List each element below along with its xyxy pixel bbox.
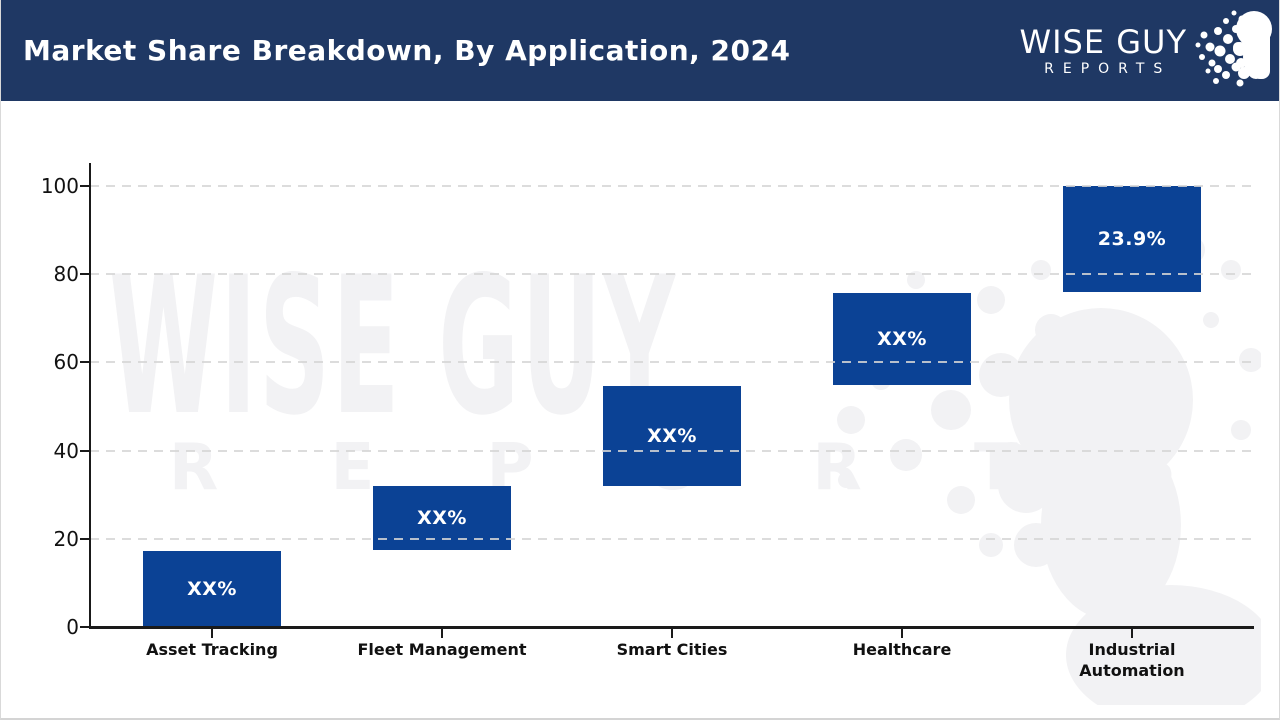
y-tick-mark-60 [80,361,89,364]
y-axis-line [89,163,91,628]
bar-segment: XX% [833,292,971,385]
bar-value-label: XX% [187,578,237,601]
y-tick-label-40: 40 [53,438,79,463]
bar-segment: XX% [143,551,281,627]
bar-segment: 23.9% [1063,186,1201,292]
wise-guy-reports-logo: WISE GUY REPORTS [1019,0,1273,101]
gridline-20 [90,537,1254,540]
y-tick-label-0: 0 [66,615,79,639]
page-title: Market Share Breakdown, By Application, … [23,34,791,67]
gridline-40 [90,449,1254,452]
y-tick-mark-40 [80,449,89,452]
y-tick-mark-100 [80,185,89,187]
header-bar: Market Share Breakdown, By Application, … [1,0,1279,101]
bar-value-label: XX% [647,425,697,448]
bar-value-label: 23.9% [1097,228,1167,251]
gridline-80 [90,273,1254,276]
bar-segment: XX% [373,485,511,551]
y-tick-mark-80 [80,273,89,276]
x-tick-mark-3 [901,629,903,638]
logo-wordmark-line1: WISE GUY [1019,22,1187,61]
x-category-label: Smart Cities [616,640,728,659]
logo-wordmark: WISE GUY REPORTS [1019,26,1187,76]
gridline-100 [90,185,1254,187]
y-tick-mark-20 [80,537,89,540]
bar-segment: XX% [603,386,741,486]
x-tick-mark-0 [211,629,213,638]
bar-value-label: XX% [417,507,467,530]
x-tick-mark-2 [671,629,673,638]
x-axis-line [89,626,1254,629]
x-category-label: Industrial Automation [1079,640,1185,680]
y-tick-label-20: 20 [53,526,79,551]
x-category-label: Asset Tracking [146,640,278,659]
y-tick-label-80: 80 [53,262,79,287]
watermark-wordmark: WISE GUY [109,236,678,457]
logo-wordmark-line2: REPORTS [1044,60,1172,77]
x-category-label: Fleet Management [357,640,527,659]
y-tick-label-60: 60 [53,350,79,375]
bar-value-label: XX% [877,327,927,350]
watermark-head-dots-icon [837,236,1261,705]
gridline-60 [90,361,1254,364]
y-tick-label-100: 100 [40,174,79,198]
x-category-label: Healthcare [852,640,952,659]
logo-head-dots-icon [1195,10,1272,86]
x-tick-mark-1 [441,629,443,638]
y-tick-mark-0 [80,626,89,628]
x-tick-mark-4 [1131,629,1133,638]
